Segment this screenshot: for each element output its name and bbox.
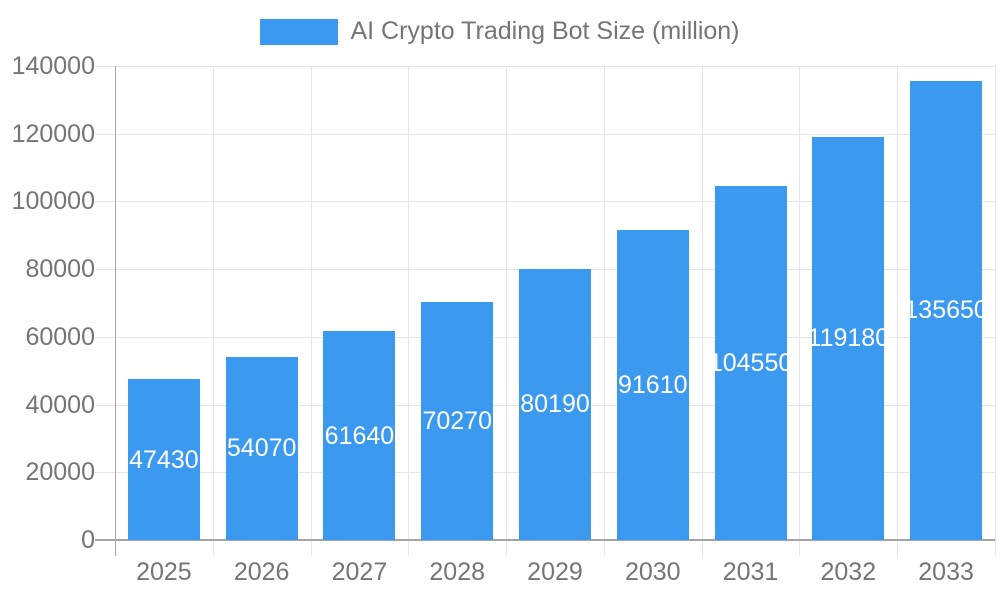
bar-value-label: 54070 — [226, 434, 297, 463]
bar-value-label: 80190 — [520, 390, 590, 419]
bar-2032[interactable] — [812, 136, 885, 540]
x-tick-label: 2029 — [527, 558, 583, 586]
x-tick-label: 2030 — [624, 558, 681, 586]
bar-value-label: 91610 — [618, 370, 688, 399]
gridline-x-boundary-7 — [799, 66, 801, 556]
gridline-y-140000 — [95, 66, 995, 67]
y-tick-label: 60000 — [25, 322, 95, 351]
gridline-x-boundary-2 — [310, 66, 312, 556]
bar-value-label: 135650 — [904, 296, 988, 325]
bar-2029[interactable] — [519, 268, 591, 540]
gridline-y-100000 — [95, 201, 995, 203]
bar-value-label: 119180 — [807, 324, 890, 353]
y-tick-label: 20000 — [25, 458, 95, 487]
gridline-x-boundary-9 — [995, 66, 996, 556]
bar-2025[interactable] — [127, 379, 200, 540]
bar-2027[interactable] — [323, 331, 396, 540]
bar-value-label: 104550 — [708, 349, 793, 378]
x-axis-line — [95, 539, 995, 541]
bar-2028[interactable] — [421, 302, 494, 540]
gridline-x-boundary-3 — [408, 66, 410, 556]
x-tick-label: 2031 — [722, 558, 779, 586]
y-tick-label: 100000 — [11, 187, 95, 216]
bar-value-label: 70270 — [422, 407, 492, 436]
gridline-x-boundary-4 — [506, 66, 508, 556]
gridline-x-boundary-8 — [897, 66, 899, 556]
x-tick-label: 2028 — [429, 558, 486, 586]
x-tick-label: 2025 — [136, 558, 192, 586]
y-tick-label: 0 — [81, 526, 95, 554]
legend-label: AI Crypto Trading Bot Size (million) — [350, 17, 740, 45]
bar-2030[interactable] — [616, 229, 689, 540]
bar-2031[interactable] — [714, 186, 787, 540]
y-tick-label: 80000 — [25, 255, 95, 284]
gridline-x-boundary-5 — [603, 66, 605, 556]
y-tick-label: 120000 — [11, 119, 95, 148]
gridline-x-boundary-6 — [701, 66, 703, 556]
y-tick-label: 140000 — [11, 52, 95, 80]
x-tick-label: 2026 — [233, 558, 290, 586]
plot-area: 47430 54070 61640 70270 80190 91610 104550 1191… — [95, 66, 996, 556]
y-tick-label: 40000 — [25, 390, 95, 419]
y-axis-line — [115, 66, 116, 556]
gridline-y-120000 — [95, 133, 995, 135]
bar-2026[interactable] — [225, 356, 298, 540]
x-tick-label: 2033 — [918, 558, 974, 586]
bar-2033[interactable] — [910, 80, 983, 540]
x-tick-label: 2032 — [820, 558, 877, 586]
gridline-x-boundary-1 — [212, 66, 214, 556]
bar-value-label: 47430 — [129, 445, 199, 474]
x-tick-label: 2027 — [331, 558, 388, 586]
bar-value-label: 61640 — [324, 421, 395, 450]
legend-swatch-icon — [260, 18, 339, 45]
legend[interactable]: AI Crypto Trading Bot Size (million) — [0, 17, 1000, 46]
